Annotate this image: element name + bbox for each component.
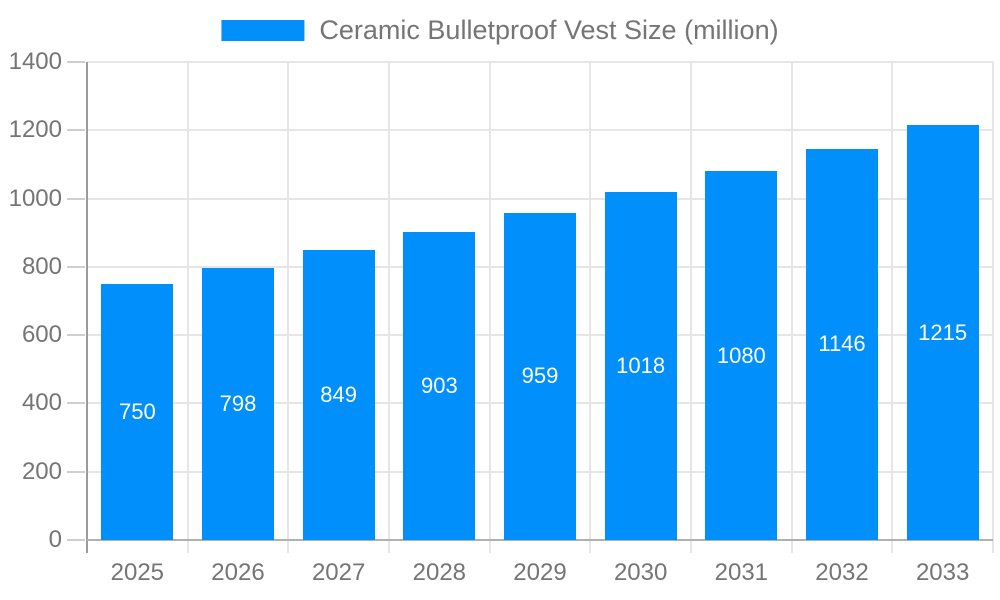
x-gridline (287, 62, 290, 553)
x-gridline (589, 62, 592, 553)
bar-value-label: 959 (521, 363, 559, 389)
y-tick-mark (67, 265, 85, 268)
legend[interactable]: Ceramic Bulletproof Vest Size (million) (221, 15, 779, 45)
bar-2026[interactable]: 798 (202, 267, 274, 540)
x-tick-label-2032: 2032 (815, 559, 869, 586)
x-tick-label-2031: 2031 (714, 559, 769, 586)
bar-value-label: 750 (118, 398, 156, 424)
x-gridline (891, 62, 894, 553)
x-tick-label-2033: 2033 (915, 559, 970, 586)
plot-area: 0 200 400 600 800 1000 1200 1400 750 2025 798 2026 8… (9, 50, 994, 585)
y-axis-line (86, 62, 88, 553)
x-axis-line (87, 539, 993, 541)
x-tick-label-2025: 2025 (110, 559, 165, 586)
x-tick-label-2026: 2026 (211, 559, 265, 586)
bar-value-label: 798 (219, 390, 257, 416)
bar-2031[interactable]: 1080 (705, 171, 778, 540)
x-tick-label-2029: 2029 (513, 559, 567, 586)
y-gridline (87, 129, 993, 132)
y-tick-mark (67, 470, 85, 473)
x-gridline (790, 62, 793, 553)
bar-value-label: 903 (420, 372, 458, 398)
legend-swatch[interactable] (221, 20, 305, 41)
y-tick-mark (67, 129, 85, 132)
x-tick-label-2028: 2028 (412, 559, 467, 586)
bar-value-label: 1215 (918, 319, 968, 345)
bar-2032[interactable]: 1146 (806, 148, 878, 540)
y-tick-label: 800 (21, 252, 62, 280)
y-tick-label: 1400 (8, 48, 62, 75)
x-gridline (186, 62, 189, 553)
bar-2025[interactable]: 750 (101, 283, 174, 540)
bar-2029[interactable]: 959 (504, 212, 576, 540)
y-tick-mark (67, 402, 85, 405)
y-tick-label: 400 (21, 389, 62, 417)
y-tick-label: 200 (21, 457, 62, 485)
y-tick-mark (67, 61, 85, 63)
bar-value-label: 1146 (818, 331, 866, 357)
x-gridline (388, 62, 390, 553)
bar-value-label: 1018 (616, 353, 666, 379)
y-tick-label: 1000 (8, 184, 62, 212)
y-tick-label: 600 (21, 321, 62, 349)
y-tick-mark (67, 539, 85, 541)
x-gridline (690, 62, 692, 553)
x-tick-label-2030: 2030 (613, 559, 668, 586)
bar-2030[interactable]: 1018 (604, 192, 677, 540)
x-gridline (488, 62, 491, 553)
y-gridline (87, 197, 993, 200)
y-tick-mark (67, 334, 85, 337)
bar-2028[interactable]: 903 (403, 231, 476, 540)
x-gridline (992, 62, 994, 553)
x-tick-label-2027: 2027 (311, 559, 366, 586)
y-tick-label: 0 (48, 526, 62, 553)
y-tick-label: 1200 (8, 116, 62, 144)
bar-2027[interactable]: 849 (302, 250, 375, 540)
y-tick-mark (67, 197, 85, 200)
legend-series-label: Ceramic Bulletproof Vest Size (million) (319, 15, 779, 45)
bar-value-label: 1080 (716, 342, 766, 368)
y-gridline (87, 61, 993, 63)
bar-2033[interactable]: 1215 (906, 125, 979, 540)
bar-value-label: 849 (320, 382, 358, 408)
